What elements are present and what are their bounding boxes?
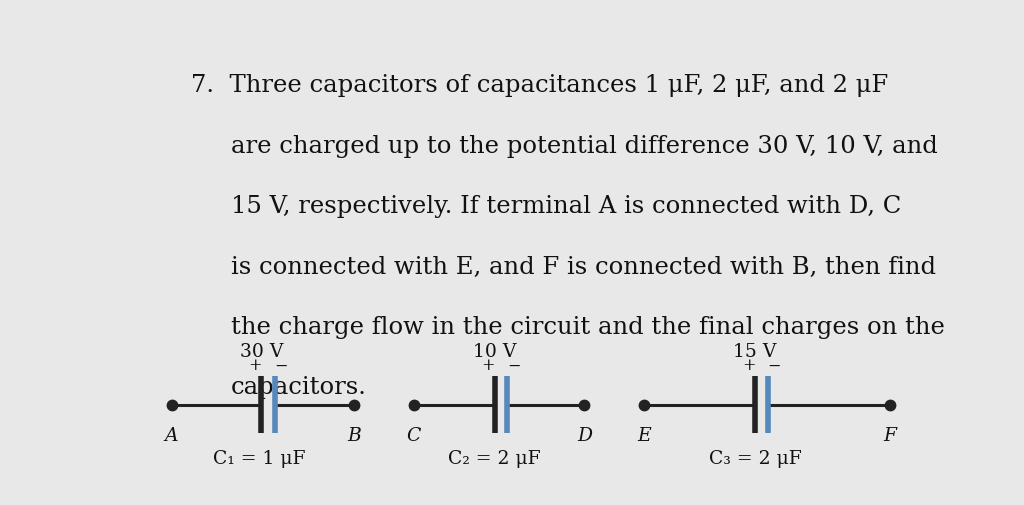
- Text: C: C: [407, 426, 421, 444]
- Text: is connected with E, and F is connected with B, then find: is connected with E, and F is connected …: [231, 255, 936, 278]
- Text: D: D: [577, 426, 592, 444]
- Text: F: F: [884, 426, 896, 444]
- Text: −: −: [767, 357, 780, 374]
- Text: +: +: [741, 357, 756, 374]
- Text: capacitors.: capacitors.: [231, 376, 367, 398]
- Text: 15 V, respectively. If terminal A is connected with D, C: 15 V, respectively. If terminal A is con…: [231, 195, 901, 218]
- Text: C₁ = 1 μF: C₁ = 1 μF: [213, 449, 305, 468]
- Text: are charged up to the potential difference 30 V, 10 V, and: are charged up to the potential differen…: [231, 134, 938, 158]
- Text: C₂ = 2 μF: C₂ = 2 μF: [449, 449, 541, 468]
- Text: C₃ = 2 μF: C₃ = 2 μF: [709, 449, 802, 468]
- Text: 30 V: 30 V: [240, 342, 283, 360]
- Text: 7.  Three capacitors of capacitances 1 μF, 2 μF, and 2 μF: 7. Three capacitors of capacitances 1 μF…: [191, 74, 889, 97]
- Text: −: −: [274, 357, 288, 374]
- Text: B: B: [347, 426, 361, 444]
- Text: +: +: [248, 357, 262, 374]
- Text: 10 V: 10 V: [473, 342, 516, 360]
- Text: −: −: [507, 357, 520, 374]
- Text: A: A: [165, 426, 178, 444]
- Text: E: E: [637, 426, 650, 444]
- Text: the charge flow in the circuit and the final charges on the: the charge flow in the circuit and the f…: [231, 315, 945, 338]
- Text: +: +: [481, 357, 495, 374]
- Text: 15 V: 15 V: [733, 342, 776, 360]
